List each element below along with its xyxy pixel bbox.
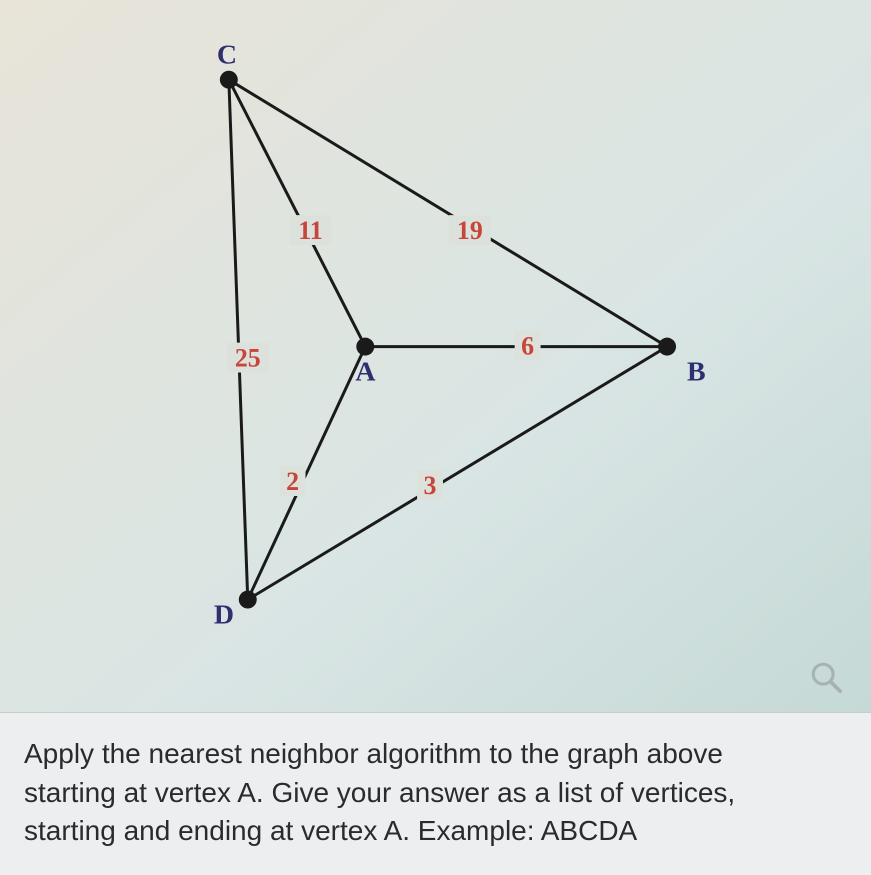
edge-weight-CA: 11 <box>298 216 322 245</box>
vertex-B <box>658 338 676 356</box>
vertex-A <box>356 338 374 356</box>
edge-weight-CB: 19 <box>457 216 483 245</box>
figure-panel: 11 19 25 6 2 3 C A B D <box>0 0 871 712</box>
graph-diagram: 11 19 25 6 2 3 C A B D <box>0 0 871 712</box>
edge-CD <box>229 80 248 600</box>
question-line-1: Apply the nearest neighbor algorithm to … <box>24 738 723 769</box>
vertex-label-C: C <box>217 40 237 71</box>
vertex-label-B: B <box>687 356 706 387</box>
edge-weight-BD: 3 <box>424 471 437 500</box>
edge-weight-AD: 2 <box>286 467 299 496</box>
edge-AD <box>248 347 366 600</box>
vertex-label-A: A <box>355 356 375 387</box>
vertex-label-D: D <box>214 599 234 630</box>
edge-BD <box>248 347 667 600</box>
edge-weight-AB: 6 <box>521 332 534 361</box>
magnifier-icon[interactable] <box>809 660 843 694</box>
edge-CB <box>229 80 667 347</box>
question-line-2: starting at vertex A. Give your answer a… <box>24 777 735 808</box>
vertex-D <box>239 591 257 609</box>
question-line-3: starting and ending at vertex A. Example… <box>24 815 637 846</box>
vertex-C <box>220 71 238 89</box>
edge-weight-CD: 25 <box>235 344 261 373</box>
question-panel: Apply the nearest neighbor algorithm to … <box>0 712 871 875</box>
